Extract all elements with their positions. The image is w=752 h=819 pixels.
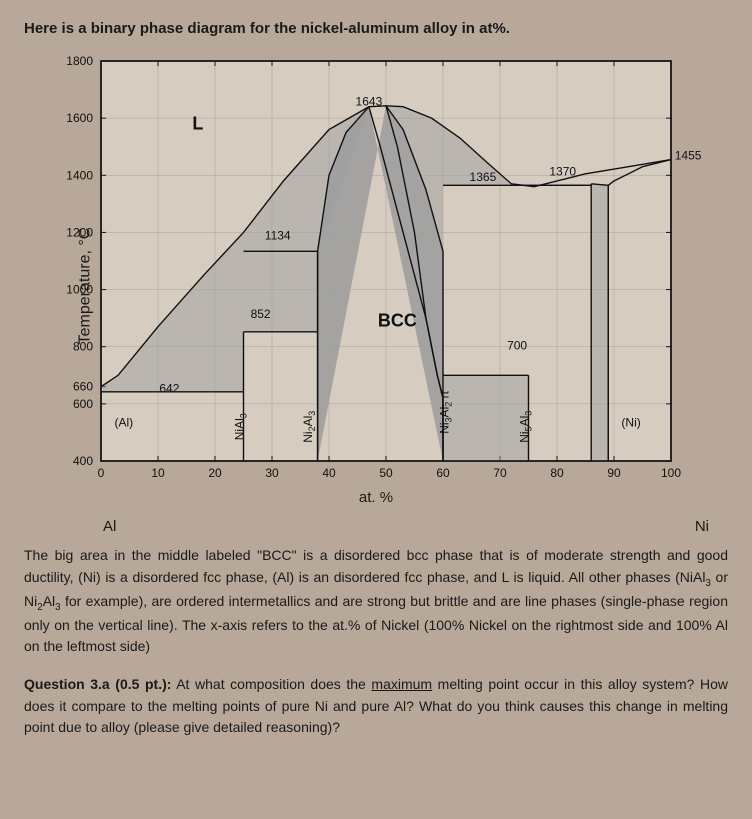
body-paragraph: The big area in the middle labeled "BCC"…	[24, 545, 728, 658]
svg-text:852: 852	[251, 307, 271, 321]
chart-svg: 0102030405060708090100400600800100012001…	[31, 51, 721, 491]
svg-text:1370: 1370	[549, 164, 576, 178]
svg-text:40: 40	[322, 466, 336, 480]
question-3a: Question 3.a (0.5 pt.): At what composit…	[24, 674, 728, 739]
svg-text:1134: 1134	[265, 229, 291, 243]
svg-text:642: 642	[159, 381, 179, 395]
y-axis-title: Temperature, °C	[76, 228, 94, 345]
svg-text:L: L	[192, 114, 203, 134]
svg-text:80: 80	[550, 466, 564, 480]
svg-text:60: 60	[436, 466, 450, 480]
svg-text:1455: 1455	[675, 149, 702, 163]
svg-text:600: 600	[73, 397, 93, 411]
svg-text:1365: 1365	[470, 170, 497, 184]
question-label: Question 3.a (0.5 pt.):	[24, 676, 171, 692]
svg-text:0: 0	[98, 466, 105, 480]
svg-text:(Ni): (Ni)	[621, 416, 640, 430]
phase-diagram: Temperature, °C 0 10 20 30 40 50 60 70 80 90 100 40…	[31, 51, 721, 521]
x-left-label: Al	[103, 518, 116, 535]
question-text-pre: At what composition does the	[171, 676, 371, 692]
question-underlined: maximum	[371, 676, 432, 692]
svg-text:1800: 1800	[66, 54, 93, 68]
svg-text:1400: 1400	[66, 168, 93, 182]
svg-text:660: 660	[73, 380, 93, 394]
svg-text:90: 90	[607, 466, 621, 480]
svg-text:100: 100	[661, 466, 681, 480]
x-right-label: Ni	[695, 518, 709, 535]
svg-text:30: 30	[265, 466, 279, 480]
svg-text:400: 400	[73, 454, 93, 468]
svg-text:BCC: BCC	[378, 311, 417, 331]
svg-text:1643: 1643	[356, 94, 383, 108]
svg-text:1600: 1600	[66, 111, 93, 125]
svg-text:700: 700	[507, 339, 527, 353]
svg-text:20: 20	[208, 466, 222, 480]
svg-text:Ni3Al2 rt: Ni3Al2 rt	[438, 390, 454, 433]
svg-text:(Al): (Al)	[114, 416, 133, 430]
svg-text:70: 70	[493, 466, 507, 480]
x-axis-title: at. %	[31, 489, 721, 506]
intro-text: Here is a binary phase diagram for the n…	[24, 20, 728, 37]
svg-text:10: 10	[151, 466, 165, 480]
svg-text:50: 50	[379, 466, 393, 480]
